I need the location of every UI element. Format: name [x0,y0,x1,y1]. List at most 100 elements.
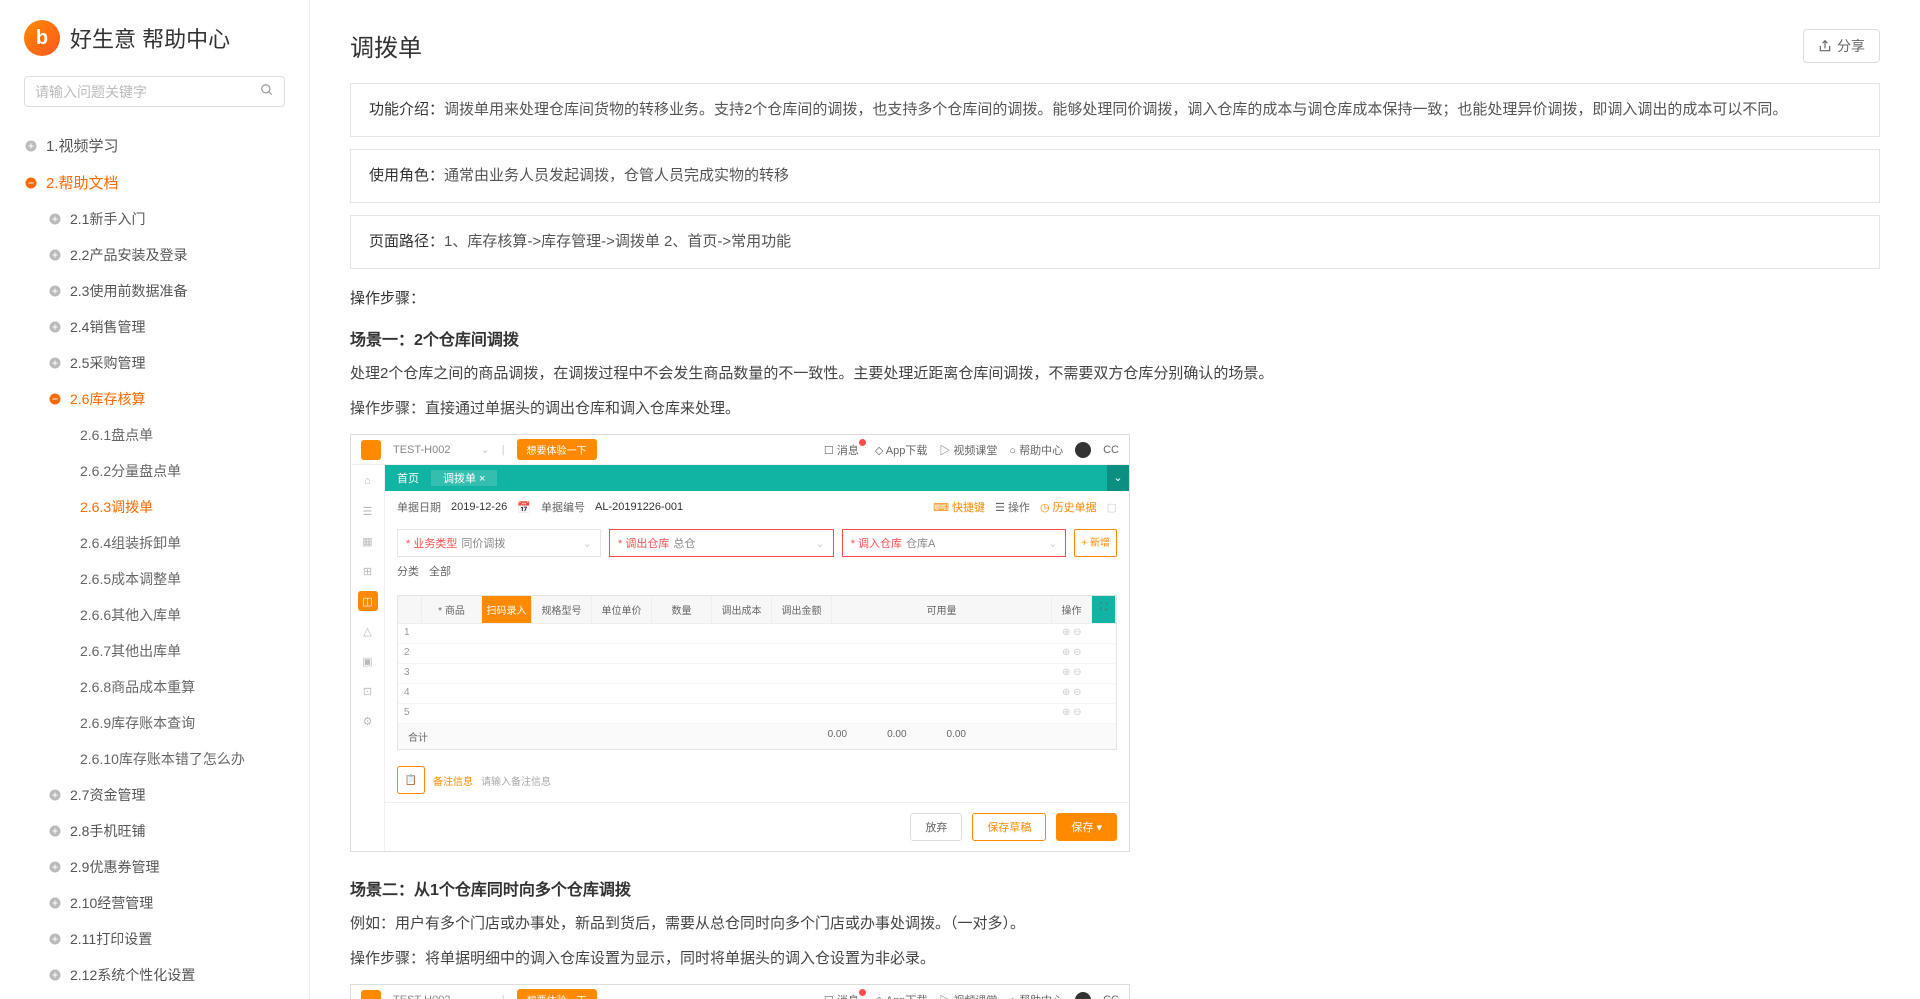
nav-label: 2.5采购管理 [70,353,145,373]
nav-label: 2.6.5成本调整单 [80,569,181,589]
scene2-title: 场景二：从1个仓库同时向多个仓库调拨 [350,876,1880,900]
ss-table: * 商品 扫码录入 规格型号 单位单价 数量 调出成本 调出金额 可用量 操作 … [397,595,1117,750]
nav-2-7[interactable]: 2.7资金管理 [0,777,309,813]
ss-tabs: 首页 调拨单 × ⌄ [385,465,1129,491]
main-content: 调拨单 分享 功能介绍：调拨单用来处理仓库间货物的转移业务。支持2个仓库间的调拨… [310,0,1920,999]
plus-icon [24,139,38,153]
page-title: 调拨单 [350,28,422,63]
ss-field-biztype: * 业务类型同价调拨⌄ [397,529,601,557]
nav-label: 2.6.8商品成本重算 [80,677,195,697]
nav-2-6-10[interactable]: 2.6.10库存账本错了怎么办 [0,741,309,777]
nav-video-learning[interactable]: 1.视频学习 [0,127,309,164]
scene1-p1: 处理2个仓库之间的商品调拨，在调拨过程中不会发生商品数量的不一致性。主要处理近距… [350,360,1880,387]
sidebar: b 好生意 帮助中心 1.视频学习 2.帮助文档 2.1新手入门 2.2产品安装… [0,0,310,999]
share-icon [1818,39,1832,53]
ss-zero: 0.00 [828,729,847,744]
ss-user: CC [1103,444,1119,456]
nav-label: 2.10经营管理 [70,893,153,913]
plus-icon [48,932,62,946]
nav-2-6[interactable]: 2.6库存核算 [0,381,309,417]
ss-close-icon: ⌄ [1107,465,1129,491]
info-roles: 使用角色：通常由业务人员发起调拨，仓管人员完成实物的转移 [350,149,1880,203]
plus-icon [48,968,62,982]
plus-icon [48,824,62,838]
nav-2-6-4[interactable]: 2.6.4组装拆卸单 [0,525,309,561]
nav-2-1[interactable]: 2.1新手入门 [0,201,309,237]
nav-label: 2.6.4组装拆卸单 [80,533,181,553]
ss-avatar [1075,442,1091,458]
nav-2-6-2[interactable]: 2.6.2分量盘点单 [0,453,309,489]
nav-label: 2.6.2分量盘点单 [80,461,181,481]
share-button[interactable]: 分享 [1803,29,1880,63]
ss-no-value: AL-20191226-001 [595,501,683,513]
nav-2-6-1[interactable]: 2.6.1盘点单 [0,417,309,453]
nav-2-9[interactable]: 2.9优惠券管理 [0,849,309,885]
share-label: 分享 [1837,36,1865,56]
ss-draft-button: 保存草稿 [972,813,1046,841]
nav-2-10[interactable]: 2.10经营管理 [0,885,309,921]
info-label: 功能介绍： [369,101,444,118]
logo-text: 好生意 帮助中心 [70,22,230,54]
nav-label: 2.12系统个性化设置 [70,965,195,985]
ss-row: 5⊕ ⊖ [398,704,1116,724]
nav-2-6-7[interactable]: 2.6.7其他出库单 [0,633,309,669]
nav-2-6-9[interactable]: 2.6.9库存账本查询 [0,705,309,741]
plus-icon [48,212,62,226]
nav-label: 1.视频学习 [46,135,119,156]
ss-note-icon: 📋 [397,766,425,794]
search-box[interactable] [24,76,285,107]
ss-tab-active: 调拨单 × [431,470,497,486]
nav-label: 2.6.1盘点单 [80,425,153,445]
ss-quick: ⌨ 快捷键 [933,499,985,515]
minus-icon [48,392,62,406]
ss-nav-icon: ⌂ [358,471,378,491]
plus-icon [48,860,62,874]
info-intro: 功能介绍：调拨单用来处理仓库间货物的转移业务。支持2个仓库间的调拨，也支持多个仓… [350,83,1880,137]
nav-2-6-8[interactable]: 2.6.8商品成本重算 [0,669,309,705]
ss-cat-row: 分类 全部 [385,563,1129,587]
nav-2-12[interactable]: 2.12系统个性化设置 [0,957,309,993]
nav-label: 2.2产品安装及登录 [70,245,187,265]
logo: b 好生意 帮助中心 [0,20,309,76]
plus-icon [48,284,62,298]
nav-label: 2.4销售管理 [70,317,145,337]
nav-label: 2.帮助文档 [46,172,119,193]
search-input[interactable] [35,84,260,100]
ss-date-label: 单据日期 [397,499,441,515]
nav-2-6-3[interactable]: 2.6.3调拨单 [0,489,309,525]
nav-2-3[interactable]: 2.3使用前数据准备 [0,273,309,309]
scene2-p1: 例如：用户有多个门店或办事处，新品到货后，需要从总仓同时向多个门店或办事处调拨。… [350,910,1880,937]
ss-th: 操作 [1052,596,1092,623]
nav-label: 2.11打印设置 [70,929,152,949]
ss-history: ◷ 历史单据 [1040,499,1097,515]
ss-tab-home: 首页 [385,470,431,486]
nav-2-6-6[interactable]: 2.6.6其他入库单 [0,597,309,633]
nav-2-11[interactable]: 2.11打印设置 [0,921,309,957]
ss-msg: ☐ 消息 [820,992,863,999]
ss-save-button: 保存 ▾ [1056,813,1117,841]
nav-2-8[interactable]: 2.8手机旺铺 [0,813,309,849]
screenshot-2: TEST-H002⌄ | 想要体验一下 ☐ 消息 ◇ App下载 ▷ 视频课堂 … [350,984,1130,999]
ss-discard-button: 放弃 [910,813,962,841]
nav-2-5[interactable]: 2.5采购管理 [0,345,309,381]
ss-app: ◇ App下载 [875,442,928,458]
nav-help-docs[interactable]: 2.帮助文档 [0,164,309,201]
ss-th: 规格型号 [532,596,592,623]
nav-label: 2.6.3调拨单 [80,497,153,517]
info-text: 调拨单用来处理仓库间货物的转移业务。支持2个仓库间的调拨，也支持多个仓库间的调拨… [444,101,1787,118]
search-icon[interactable] [260,83,274,100]
nav-2-4[interactable]: 2.4销售管理 [0,309,309,345]
plus-icon [48,896,62,910]
nav-2-13[interactable]: 2.13在线支付 [0,993,309,999]
ss-topbar: TEST-H002⌄ | 想要体验一下 ☐ 消息 ◇ App下载 ▷ 视频课堂 … [351,435,1129,465]
ss-field-out: * 调出仓库总仓⌄ [609,529,834,557]
nav-label: 2.9优惠券管理 [70,857,159,877]
ss-row: 1⊕ ⊖ [398,624,1116,644]
nav-2-2[interactable]: 2.2产品安装及登录 [0,237,309,273]
steps-heading: 操作步骤： [350,287,1880,308]
nav-label: 2.6.10库存账本错了怎么办 [80,749,245,769]
info-text: 通常由业务人员发起调拨，仓管人员完成实物的转移 [444,167,789,184]
ss-row: 3⊕ ⊖ [398,664,1116,684]
ss-brand-icon [361,990,381,999]
nav-2-6-5[interactable]: 2.6.5成本调整单 [0,561,309,597]
